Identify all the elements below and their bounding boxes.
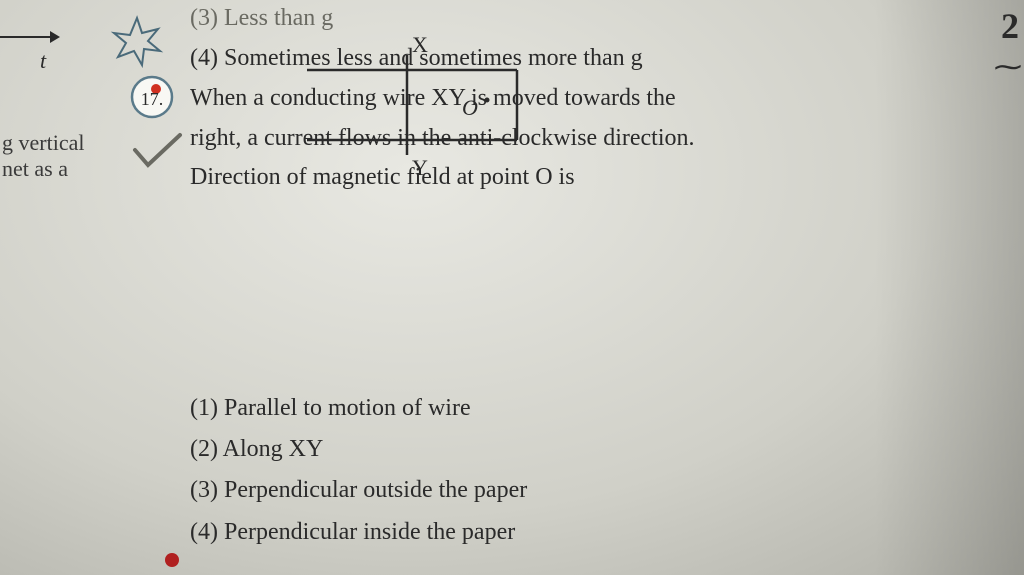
arrow-head-icon	[50, 31, 60, 43]
answer-options: (1) Parallel to motion of wire (2) Along…	[190, 390, 1004, 555]
arrow-line	[0, 36, 50, 38]
label-o: O	[462, 95, 478, 120]
option-4: (4) Perpendicular inside the paper	[190, 514, 1004, 551]
diagram-svg: X Y O	[307, 30, 567, 180]
arrow-t-diagram: t	[0, 25, 60, 74]
label-x: X	[412, 32, 428, 57]
option-1: (1) Parallel to motion of wire	[190, 390, 1004, 427]
option-2: (2) Along XY	[190, 431, 1004, 468]
red-marker-dot	[165, 553, 179, 567]
vertical-text-1: g vertical	[2, 130, 84, 155]
circuit-diagram: X Y O	[87, 30, 937, 180]
vertical-text-2: net as a	[2, 156, 68, 181]
left-margin-text: g vertical net as a	[2, 130, 84, 183]
option-3: (3) Perpendicular outside the paper	[190, 472, 1004, 509]
t-label: t	[40, 48, 60, 74]
label-y: Y	[412, 155, 428, 180]
point-o-dot	[485, 98, 490, 103]
page-container: 2 ⁓ t g vertical net as a 17. (3) Less t…	[0, 0, 1024, 575]
